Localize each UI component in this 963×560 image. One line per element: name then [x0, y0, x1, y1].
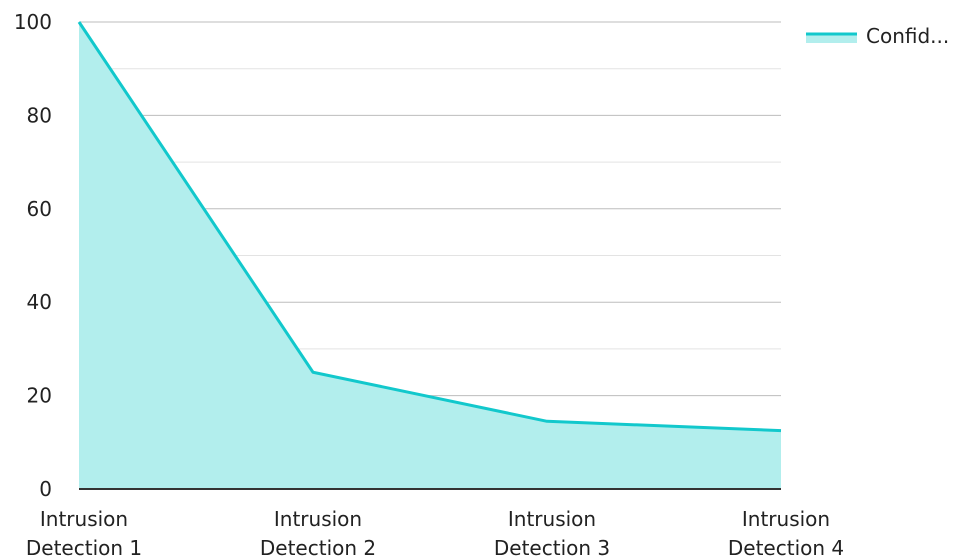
legend-swatch [806, 33, 857, 43]
y-tick-label: 20 [27, 384, 52, 408]
y-tick-label: 80 [27, 103, 52, 127]
legend-label: Confid... [866, 24, 949, 48]
y-tick-label: 40 [27, 290, 52, 314]
y-tick-label: 0 [39, 477, 52, 501]
y-tick-label: 60 [27, 197, 52, 221]
y-tick-label: 100 [14, 10, 52, 34]
series-line [77, 21, 782, 433]
y-axis-ticks: 0 20 40 60 80 100 [14, 10, 52, 501]
x-axis-ticks: Intrusion Detection 1 Intrusion Detection 2… [26, 507, 844, 560]
x-tick-label: Intrusion Detection 2 [260, 507, 376, 560]
series-area-fill [79, 22, 781, 489]
legend: Confid... [806, 24, 949, 48]
x-tick-label: Intrusion Detection 1 [26, 507, 142, 560]
x-tick-label: Intrusion Detection 3 [494, 507, 610, 560]
x-tick-label: Intrusion Detection 4 [728, 507, 844, 560]
